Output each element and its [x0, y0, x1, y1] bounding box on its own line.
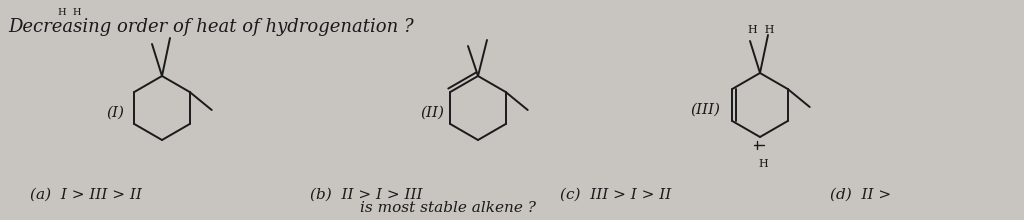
- Text: Decreasing order of heat of hydrogenation ?: Decreasing order of heat of hydrogenatio…: [8, 18, 414, 36]
- Text: H: H: [758, 159, 768, 169]
- Text: H  H: H H: [58, 8, 82, 17]
- Text: (III): (III): [690, 103, 720, 117]
- Text: (c)  III > I > II: (c) III > I > II: [560, 188, 672, 202]
- Text: (b)  II > I > III: (b) II > I > III: [310, 188, 423, 202]
- Text: (I): (I): [106, 106, 124, 120]
- Text: (a)  I > III > II: (a) I > III > II: [30, 188, 142, 202]
- Text: H  H: H H: [748, 25, 774, 35]
- Text: (II): (II): [420, 106, 444, 120]
- Text: is most stable alkene ?: is most stable alkene ?: [360, 201, 536, 215]
- Text: (d)  II >: (d) II >: [830, 188, 891, 202]
